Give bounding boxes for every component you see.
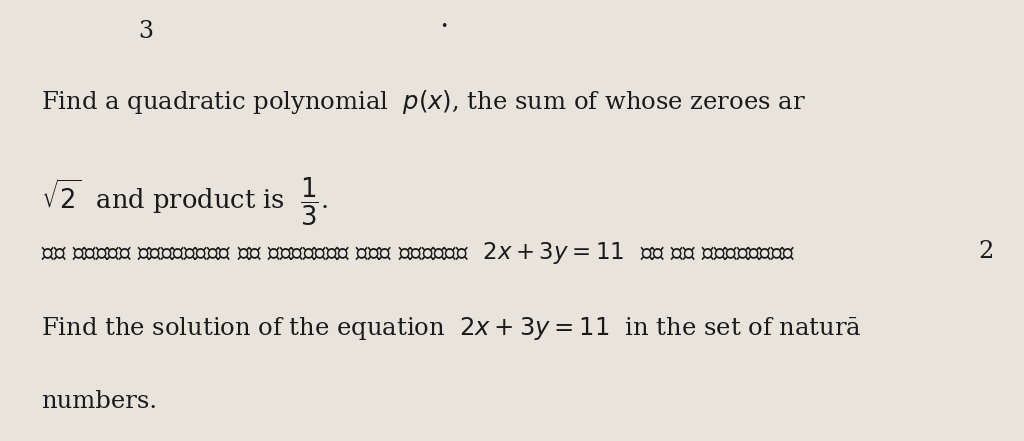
- Text: •: •: [440, 20, 447, 33]
- Text: $\sqrt{2}$  and product is  $\dfrac{1}{3}$.: $\sqrt{2}$ and product is $\dfrac{1}{3}$…: [41, 176, 328, 228]
- Text: धन पूर्ण संख्याओं के समुच्चय में समीकरण  $2x + 3y = 11$  के हल निकालें।: धन पूर्ण संख्याओं के समुच्चय में समीकरण …: [41, 240, 796, 266]
- Text: numbers.: numbers.: [41, 390, 157, 413]
- Text: Find the solution of the equation  $2x + 3y = 11$  in the set of naturā: Find the solution of the equation $2x + …: [41, 315, 862, 342]
- Text: 3: 3: [138, 20, 154, 43]
- Text: Find a quadratic polynomial  $p(x)$, the sum of whose zeroes ar: Find a quadratic polynomial $p(x)$, the …: [41, 88, 806, 116]
- Text: 2: 2: [978, 240, 993, 263]
